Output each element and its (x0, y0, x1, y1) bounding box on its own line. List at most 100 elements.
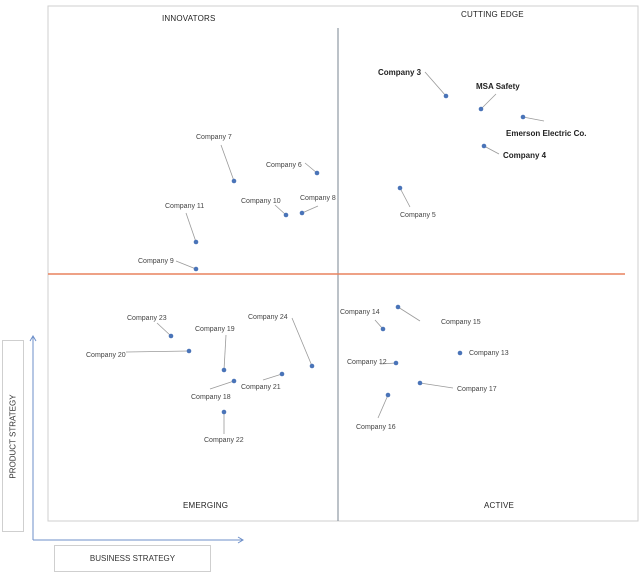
company-marker-company-12: Company 12 (347, 359, 399, 366)
company-marker-company-22: Company 22 (204, 409, 244, 444)
company-point (283, 212, 289, 218)
company-label: Company 3 (378, 68, 422, 77)
company-label: MSA Safety (476, 82, 520, 91)
company-point (231, 378, 237, 384)
company-point (193, 239, 199, 245)
leader-line (301, 205, 319, 214)
company-label: Company 7 (196, 134, 232, 141)
leader-line (175, 260, 197, 270)
company-label: Company 17 (457, 386, 497, 393)
company-point (221, 367, 227, 373)
quadrant-title-active: ACTIVE (484, 501, 515, 510)
company-marker-msa-safety: MSA Safety (476, 82, 520, 112)
company-label: Company 18 (191, 394, 231, 401)
leader-line (377, 394, 389, 419)
company-point (393, 360, 399, 366)
quadrant-title-cutting-edge: CUTTING EDGE (461, 10, 524, 19)
company-point (397, 185, 403, 191)
company-point (168, 333, 174, 339)
company-marker-company-18: Company 18 (191, 378, 237, 401)
leader-line (274, 204, 287, 216)
company-point (279, 371, 285, 377)
leader-line (522, 116, 545, 122)
company-marker-company-19: Company 19 (195, 326, 235, 373)
leader-line (304, 162, 318, 174)
leader-line (223, 334, 227, 371)
company-point (443, 93, 449, 99)
quadrant-title-emerging: EMERGING (183, 501, 229, 510)
company-point (314, 170, 320, 176)
company-label: Company 4 (503, 151, 547, 160)
leader-line (419, 382, 454, 389)
company-marker-company-23: Company 23 (127, 315, 174, 339)
company-label: Company 22 (204, 437, 244, 444)
matrix-frame (47, 5, 639, 522)
leader-line (480, 93, 497, 110)
leader-line (291, 317, 313, 367)
leader-line (483, 145, 500, 155)
company-marker-company-7: Company 7 (196, 134, 237, 184)
company-marker-company-8: Company 8 (299, 195, 336, 216)
company-label: Company 9 (138, 258, 174, 265)
y-axis-label-box: PRODUCT STRATEGY (2, 340, 24, 532)
company-point (221, 409, 227, 415)
company-point (193, 266, 199, 272)
leader-line (262, 373, 283, 381)
quadrant-title-innovators: INNOVATORS (162, 14, 216, 23)
x-axis-label-box: BUSINESS STRATEGY (54, 545, 211, 572)
company-label: Company 19 (195, 326, 235, 333)
company-point (186, 348, 192, 354)
company-marker-company-6: Company 6 (266, 162, 320, 176)
company-marker-company-10: Company 10 (241, 198, 289, 218)
company-label: Company 23 (127, 315, 167, 322)
company-label: Company 6 (266, 162, 302, 169)
company-marker-company-3: Company 3 (378, 68, 449, 99)
company-point (309, 363, 315, 369)
company-label: Company 5 (400, 212, 436, 219)
leader-line (397, 306, 421, 322)
company-label: Company 12 (347, 359, 387, 366)
company-label: Company 14 (340, 309, 380, 316)
company-point (481, 143, 487, 149)
leader-line (156, 322, 172, 337)
company-marker-company-13: Company 13 (457, 350, 509, 357)
company-marker-company-4: Company 4 (481, 143, 547, 160)
company-label: Company 11 (165, 203, 204, 210)
company-marker-emerson-electric-co: Emerson Electric Co. (506, 114, 586, 138)
company-label: Company 10 (241, 198, 281, 205)
leader-line (209, 380, 235, 390)
company-label: Company 21 (241, 384, 281, 391)
company-label: Company 13 (469, 350, 509, 357)
company-point (417, 380, 423, 386)
company-point (520, 114, 526, 120)
x-axis-label: BUSINESS STRATEGY (89, 554, 176, 563)
company-marker-company-20: Company 20 (86, 348, 192, 359)
x-axis-arrowhead (237, 536, 244, 544)
company-marker-company-5: Company 5 (397, 185, 436, 219)
leader-line (220, 144, 235, 182)
company-point (299, 210, 305, 216)
company-marker-company-14: Company 14 (340, 309, 386, 332)
company-label: Company 16 (356, 424, 396, 431)
company-label: Emerson Electric Co. (506, 129, 586, 138)
company-marker-company-9: Company 9 (138, 258, 199, 272)
y-axis-label: PRODUCT STRATEGY (8, 393, 18, 479)
company-label: Company 24 (248, 314, 288, 321)
company-marker-company-15: Company 15 (395, 304, 481, 326)
company-marker-company-21: Company 21 (241, 371, 285, 391)
company-label: Company 20 (86, 352, 126, 359)
company-point (380, 326, 386, 332)
company-point (395, 304, 401, 310)
company-marker-company-24: Company 24 (248, 314, 315, 369)
company-point (478, 106, 484, 112)
leader-line (399, 187, 411, 208)
company-label: Company 15 (441, 319, 481, 326)
leader-line (125, 350, 190, 353)
company-points: Company 3 MSA Safety Emerson Electric Co. C… (86, 68, 586, 444)
company-point (457, 350, 463, 356)
company-point (231, 178, 237, 184)
leader-line (185, 212, 197, 243)
leader-line (379, 362, 397, 365)
y-axis-arrowhead (29, 335, 37, 342)
